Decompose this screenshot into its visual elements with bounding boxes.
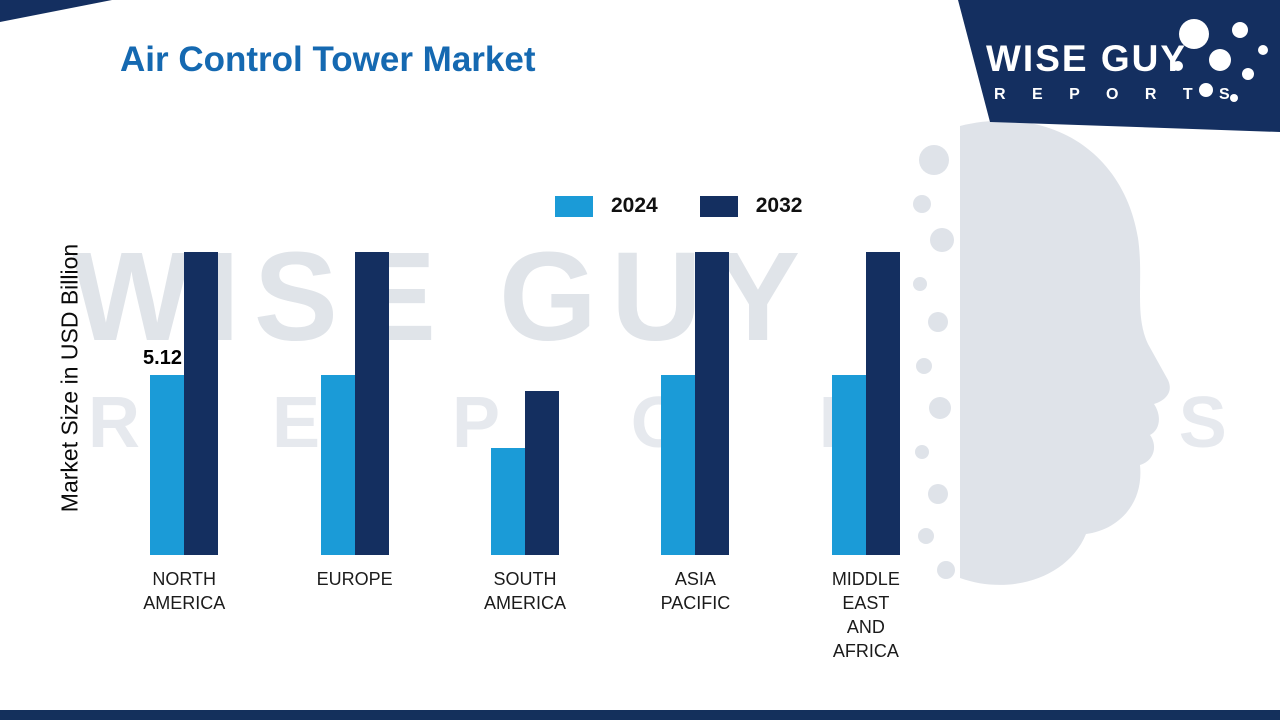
bar-2032-3[interactable] — [695, 252, 730, 555]
bar-pair-1 — [320, 238, 389, 555]
chart-group-4: MIDDLE EAST AND AFRICA — [781, 238, 951, 663]
brand-logo: WISE GUY R E P O R T S — [948, 0, 1280, 150]
chart-group-2: SOUTH AMERICA — [440, 238, 610, 663]
legend-label-2032: 2032 — [755, 194, 803, 217]
y-axis-label: Market Size in USD Billion — [56, 243, 83, 513]
chart-legend: 2024 2032 — [555, 194, 802, 218]
category-label-4: MIDDLE EAST AND AFRICA — [831, 569, 900, 661]
bottom-accent-bar — [0, 710, 1280, 720]
category-label-1: EUROPE — [316, 569, 393, 589]
bar-value-label: 5.12 — [143, 347, 182, 369]
legend-label-2024: 2024 — [611, 194, 658, 217]
bar-2032-4[interactable] — [865, 252, 900, 555]
bar-2032-0[interactable] — [184, 252, 219, 555]
logo-tagline: R E P O R T S — [994, 86, 1241, 103]
logo-background-shape — [958, 0, 1280, 132]
watermark-face-icon — [913, 120, 1170, 585]
category-label-0: NORTH AMERICA — [143, 569, 226, 613]
bar-2024-3[interactable] — [661, 375, 696, 555]
bar-2024-2[interactable] — [491, 448, 526, 555]
bar-2024-4[interactable] — [831, 375, 866, 555]
logo-wordmark: WISE GUY — [986, 38, 1188, 79]
bar-2032-1[interactable] — [354, 252, 389, 555]
page-title: Air Control Tower Market — [120, 40, 536, 79]
category-label-2: SOUTH AMERICA — [484, 569, 567, 613]
chart-group-1: EUROPE — [269, 238, 439, 663]
legend-swatch-2032 — [699, 195, 738, 217]
bar-2032-2[interactable] — [525, 391, 560, 555]
legend-item-2024[interactable]: 2024 — [555, 194, 658, 218]
legend-item-2032[interactable]: 2032 — [699, 194, 803, 218]
bar-2024-0[interactable] — [150, 375, 185, 555]
legend-swatch-2024 — [555, 195, 593, 217]
bar-pair-0: 5.12 — [143, 238, 219, 555]
bar-pair-2 — [491, 238, 560, 555]
corner-accent — [0, 0, 112, 22]
category-label-3: ASIA PACIFIC — [660, 569, 731, 613]
bar-chart: 5.12 NORTH AMERICA EUROPE SOUTH AMERICA ASIA PA… — [99, 238, 951, 663]
chart-group-0: 5.12 NORTH AMERICA — [99, 238, 269, 663]
bar-pair-4 — [831, 238, 900, 555]
bar-2024-1[interactable] — [320, 375, 355, 555]
bar-pair-3 — [661, 238, 730, 555]
chart-group-3: ASIA PACIFIC — [610, 238, 780, 663]
